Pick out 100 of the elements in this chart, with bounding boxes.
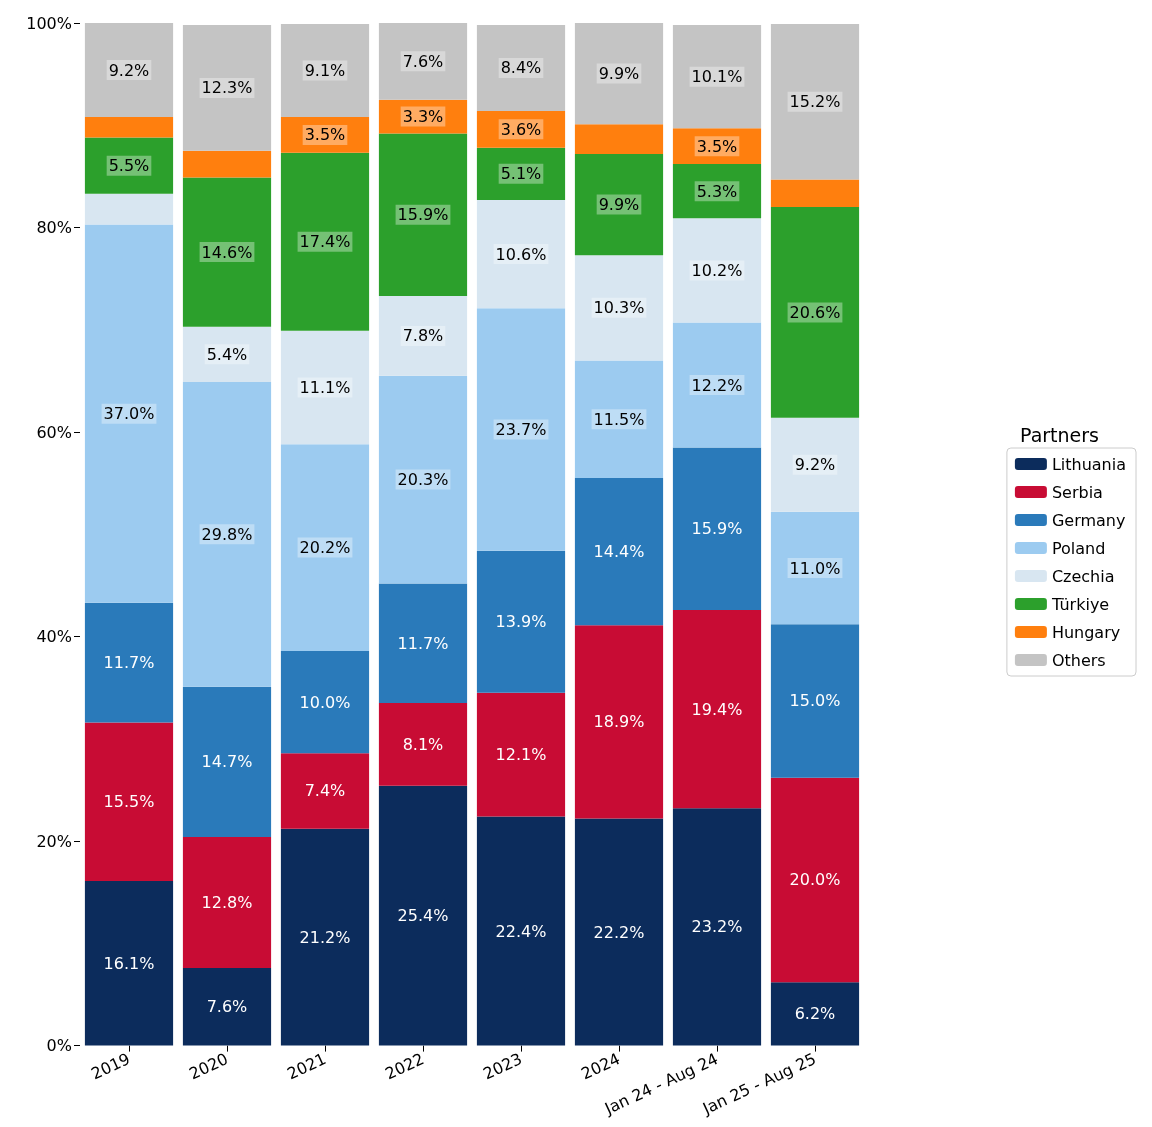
legend-label: Poland <box>1051 538 1106 558</box>
bar <box>770 982 860 1046</box>
data-label: 5.5% <box>108 156 150 176</box>
bar <box>476 692 566 817</box>
bar <box>280 753 370 829</box>
bar <box>182 25 272 151</box>
data-label: 11.7% <box>397 633 449 653</box>
legend-label: Others <box>1051 650 1106 670</box>
data-label: 10.6% <box>495 244 547 264</box>
bar <box>770 624 860 778</box>
data-label: 11.1% <box>299 378 351 398</box>
data-label: 25.4% <box>397 906 449 926</box>
data-label: 22.2% <box>593 922 645 942</box>
bar <box>574 153 664 256</box>
data-label: 6.2% <box>794 1004 836 1024</box>
bar <box>378 23 468 100</box>
data-label: 15.9% <box>691 519 743 539</box>
data-label: 10.3% <box>593 298 645 318</box>
bar <box>84 880 174 1046</box>
data-label: 16.1% <box>103 953 155 973</box>
data-label: 29.8% <box>201 524 253 544</box>
legend-label: Hungary <box>1051 622 1121 642</box>
data-label: 15.9% <box>397 205 449 225</box>
bar <box>476 25 566 111</box>
bar <box>770 417 860 512</box>
data-label: 7.6% <box>206 997 248 1017</box>
bar <box>280 117 370 153</box>
bar <box>84 224 174 603</box>
data-label: 12.2% <box>691 375 743 395</box>
y-tick-label: 100% <box>26 13 72 33</box>
x-tick-label: 2019 <box>88 1049 134 1084</box>
bar <box>672 609 762 809</box>
data-label: 14.4% <box>593 542 645 562</box>
bar <box>476 147 566 200</box>
bar <box>182 967 272 1046</box>
data-label: 8.4% <box>500 58 542 78</box>
bar <box>84 137 174 194</box>
bar <box>770 777 860 983</box>
data-label: 11.5% <box>593 409 645 429</box>
bar <box>574 625 664 819</box>
y-tick-label: 40% <box>36 627 72 647</box>
x-tick-label: 2021 <box>284 1049 330 1084</box>
bar <box>770 511 860 625</box>
bar <box>574 255 664 361</box>
data-label: 5.3% <box>696 181 738 201</box>
data-label: 14.7% <box>201 752 253 772</box>
data-label: 3.3% <box>402 107 444 127</box>
bar <box>280 152 370 331</box>
data-label: 22.4% <box>495 921 547 941</box>
x-tick-label: 2023 <box>480 1049 526 1084</box>
bar <box>182 326 272 382</box>
legend-label: Türkiye <box>1050 594 1110 614</box>
bar <box>770 179 860 208</box>
bar <box>378 785 468 1046</box>
data-label: 15.2% <box>789 92 841 112</box>
bar <box>672 25 762 129</box>
data-label: 20.3% <box>397 470 449 490</box>
bar <box>182 837 272 968</box>
bar <box>280 330 370 445</box>
data-label: 11.7% <box>103 653 155 673</box>
bar <box>672 218 762 323</box>
data-label: 12.8% <box>201 892 253 912</box>
bar <box>84 722 174 881</box>
data-label: 3.5% <box>696 136 738 156</box>
bar <box>182 381 272 687</box>
bar <box>280 24 370 118</box>
bar <box>378 133 468 297</box>
bar <box>280 444 370 651</box>
bar <box>84 602 174 723</box>
data-label: 7.8% <box>402 326 444 346</box>
bar <box>476 199 566 309</box>
data-label: 7.6% <box>402 51 444 71</box>
bar <box>476 816 566 1046</box>
data-label: 9.9% <box>598 195 640 215</box>
bar <box>574 818 664 1046</box>
data-label: 14.6% <box>201 242 253 262</box>
bar <box>280 828 370 1046</box>
data-label: 15.0% <box>789 691 841 711</box>
bar <box>280 650 370 754</box>
data-label: 9.2% <box>108 60 150 80</box>
y-tick-label: 60% <box>36 422 72 442</box>
data-label: 13.9% <box>495 612 547 632</box>
x-tick-label: 2022 <box>382 1049 428 1084</box>
data-label: 7.4% <box>304 781 346 801</box>
data-label: 9.2% <box>794 455 836 475</box>
legend-label: Lithuania <box>1051 454 1126 474</box>
data-label: 37.0% <box>103 404 155 424</box>
bar <box>182 150 272 178</box>
data-label: 3.6% <box>500 119 542 139</box>
bar <box>182 177 272 327</box>
data-label: 9.9% <box>598 64 640 84</box>
data-label: 23.7% <box>495 419 547 439</box>
bar <box>672 164 762 219</box>
bar <box>672 447 762 610</box>
y-tick-label: 20% <box>36 831 72 851</box>
bar <box>84 23 174 118</box>
legend-label: Czechia <box>1051 566 1115 586</box>
bar <box>84 117 174 138</box>
data-label: 20.0% <box>789 870 841 890</box>
data-label: 20.6% <box>789 302 841 322</box>
